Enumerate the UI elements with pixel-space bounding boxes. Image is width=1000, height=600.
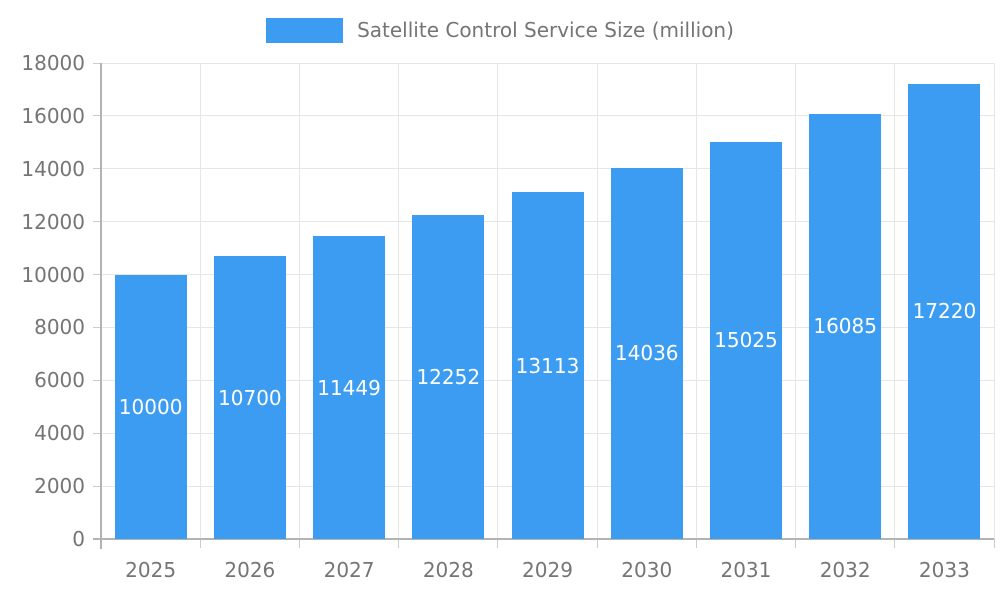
bar[interactable]	[313, 236, 386, 539]
gridline-vertical	[298, 63, 300, 539]
x-axis-tick	[298, 539, 300, 548]
gridline-vertical	[596, 63, 598, 539]
y-axis-tick-label: 14000	[21, 156, 85, 181]
x-axis-tick	[497, 539, 499, 548]
gridline-vertical	[398, 63, 400, 539]
x-axis-tick	[398, 539, 400, 548]
y-axis-tick-label: 4000	[34, 421, 85, 446]
x-axis-tick	[695, 539, 697, 548]
y-axis-tick	[93, 432, 101, 434]
gridline-vertical	[894, 63, 896, 539]
gridline-vertical	[199, 63, 201, 539]
y-axis-tick	[93, 485, 101, 487]
legend-label: Satellite Control Service Size (million)	[357, 18, 734, 42]
gridline-vertical	[695, 63, 697, 539]
gridline-vertical	[993, 63, 995, 539]
bar[interactable]	[908, 83, 981, 539]
gridline-vertical	[497, 63, 499, 539]
x-axis-tick-label: 2026	[224, 558, 276, 582]
x-axis-tick-label: 2027	[323, 558, 375, 582]
gridline-horizontal	[101, 115, 994, 117]
x-axis-line	[93, 538, 994, 540]
y-axis-tick-label: 8000	[34, 315, 85, 340]
y-axis-tick-label: 0	[72, 527, 85, 551]
x-axis-tick-label: 2032	[819, 558, 871, 582]
bar[interactable]	[610, 167, 683, 539]
x-axis-tick	[596, 539, 598, 548]
y-axis-tick-label: 10000	[21, 262, 85, 287]
gridline-horizontal	[101, 168, 994, 170]
gridline-horizontal	[101, 62, 994, 64]
y-axis-tick-label: 16000	[21, 103, 85, 128]
bar[interactable]	[709, 141, 782, 539]
legend-item[interactable]: Satellite Control Service Size (million)	[0, 18, 1000, 43]
x-axis-tick-label: 2030	[621, 558, 673, 582]
y-axis-tick-label: 6000	[34, 368, 85, 393]
y-axis-tick	[93, 168, 101, 170]
x-axis-tick	[795, 539, 797, 548]
bar[interactable]	[114, 274, 187, 539]
x-axis-tick	[993, 539, 995, 548]
y-axis-tick	[93, 221, 101, 223]
x-axis-tick	[894, 539, 896, 548]
bar[interactable]	[412, 215, 485, 539]
x-axis-tick-label: 2029	[522, 558, 573, 582]
x-axis-tick-label: 2028	[422, 558, 474, 582]
bar[interactable]	[809, 113, 882, 539]
gridline-vertical	[795, 63, 797, 539]
y-axis-tick-label: 18000	[21, 51, 85, 75]
legend-swatch	[266, 18, 344, 43]
y-axis-tick	[93, 379, 101, 381]
bar[interactable]	[213, 256, 286, 539]
x-axis-tick	[199, 539, 201, 548]
x-axis-tick-label: 2033	[918, 558, 970, 582]
bar[interactable]	[511, 192, 584, 539]
y-axis-tick	[93, 62, 101, 64]
y-axis-tick	[93, 115, 101, 117]
y-axis-tick	[93, 274, 101, 276]
y-axis-tick	[93, 326, 101, 328]
x-axis-tick-label: 2025	[125, 558, 177, 582]
y-axis-tick-label: 12000	[21, 209, 85, 234]
y-axis-line	[100, 63, 102, 549]
y-axis-tick-label: 2000	[34, 474, 85, 499]
x-axis-tick-label: 2031	[720, 558, 772, 582]
